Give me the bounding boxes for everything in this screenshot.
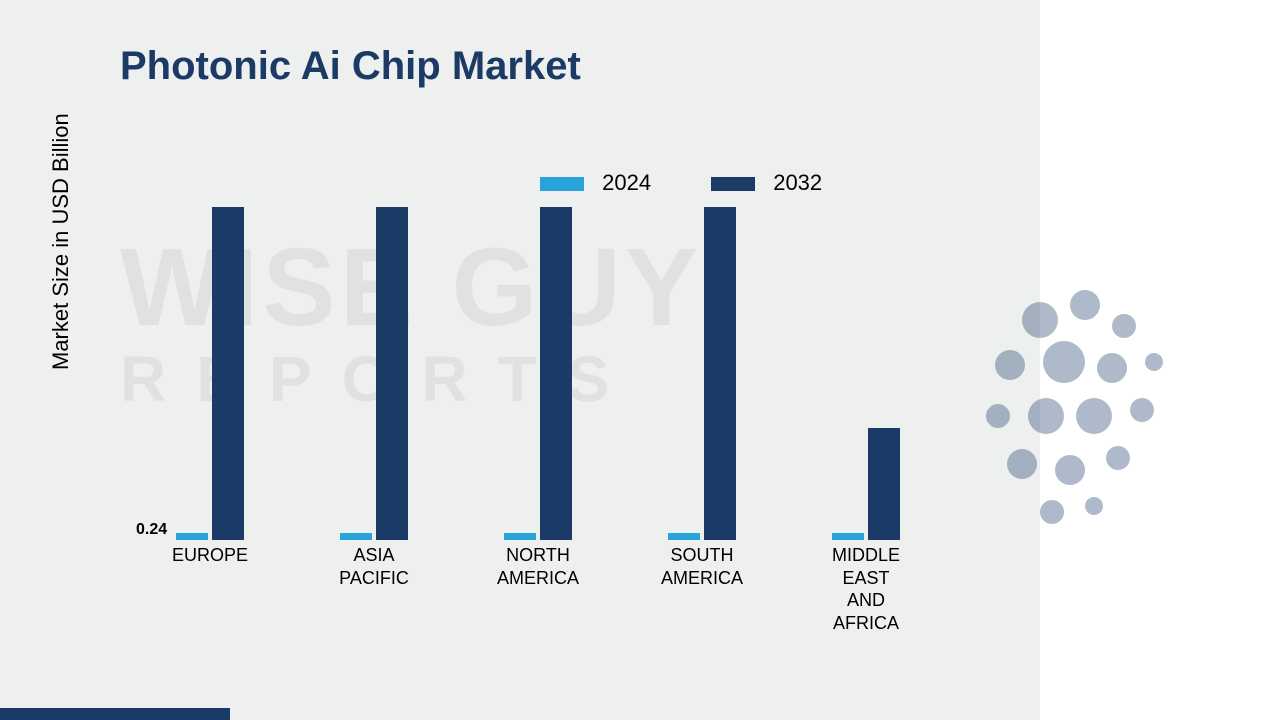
category-label-na: NORTHAMERICA	[463, 544, 613, 589]
bottom-stripe	[0, 708, 230, 720]
bar-2032-na	[540, 207, 572, 540]
plot-area: 0.24	[128, 200, 948, 540]
bars-sa	[620, 200, 784, 540]
legend-swatch-2032	[711, 177, 755, 191]
bar-2024-sa	[668, 533, 700, 540]
bar-2032-mea	[868, 428, 900, 540]
legend-item-2032: 2032	[711, 170, 822, 196]
bar-2032-europe	[212, 207, 244, 540]
bar-2032-apac	[376, 207, 408, 540]
legend-label-2024: 2024	[602, 170, 651, 195]
chart-title: Photonic Ai Chip Market	[120, 44, 581, 89]
legend: 2024 2032	[540, 170, 822, 196]
bars-mea	[784, 200, 948, 540]
category-label-apac: ASIAPACIFIC	[299, 544, 449, 589]
value-label-europe: 0.24	[136, 521, 167, 539]
bar-2024-na	[504, 533, 536, 540]
legend-item-2024: 2024	[540, 170, 651, 196]
bars-apac	[292, 200, 456, 540]
category-label-sa: SOUTHAMERICA	[627, 544, 777, 589]
brand-logo: WISE GUY REPORTS	[1067, 20, 1252, 73]
bar-2024-mea	[832, 533, 864, 540]
bars-europe	[128, 200, 292, 540]
y-axis-label: Market Size in USD Billion	[48, 113, 74, 370]
bar-2024-europe	[176, 533, 208, 540]
bar-2024-apac	[340, 533, 372, 540]
legend-label-2032: 2032	[773, 170, 822, 195]
brand-line1: WISE GUY	[1067, 20, 1252, 54]
right-panel	[1040, 0, 1280, 720]
stage: WISE GUY REPORTS WISE GUY REPORTS Photon…	[0, 0, 1280, 720]
bars-na	[456, 200, 620, 540]
category-label-europe: EUROPE	[135, 544, 285, 567]
bar-2032-sa	[704, 207, 736, 540]
category-label-mea: MIDDLEEASTANDAFRICA	[791, 544, 941, 634]
legend-swatch-2024	[540, 177, 584, 191]
brand-line2: REPORTS	[1067, 52, 1252, 73]
